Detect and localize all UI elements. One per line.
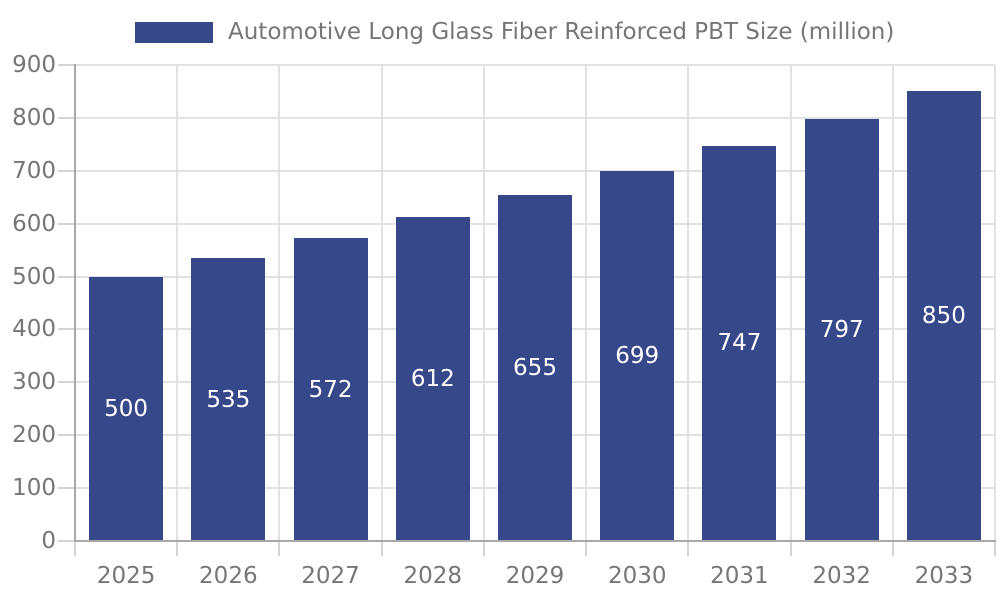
bar: [804, 119, 879, 541]
y-tick-label: 600: [12, 210, 56, 237]
x-tick-label: 2032: [812, 563, 871, 589]
y-tick-mark: [58, 487, 75, 490]
x-tick-label: 2030: [607, 563, 667, 589]
bar: [498, 194, 572, 541]
y-tick-mark: [58, 169, 75, 172]
y-tick-mark: [58, 434, 75, 437]
y-tick-mark: [58, 64, 75, 66]
x-tick-label: 2027: [301, 563, 360, 589]
y-tick-mark: [58, 328, 75, 331]
v-gridline: [994, 65, 996, 541]
h-gridline: [75, 116, 995, 119]
y-tick-label: 200: [12, 422, 56, 449]
x-axis-line: [74, 540, 996, 542]
bar-value-label: 850: [921, 303, 966, 330]
x-tick-mark: [994, 541, 996, 556]
bar: [191, 258, 266, 541]
h-gridline: [75, 64, 995, 66]
bar-value-label: 699: [615, 343, 660, 370]
x-tick-mark: [585, 541, 588, 556]
legend-label: Automotive Long Glass Fiber Reinforced P…: [228, 19, 895, 45]
bar-value-label: 747: [717, 330, 762, 357]
legend: Automotive Long Glass Fiber Reinforced P…: [0, 0, 1000, 55]
y-tick-label: 400: [12, 316, 56, 343]
x-tick-mark: [891, 541, 894, 556]
y-tick-label: 100: [12, 475, 56, 502]
y-tick-label: 500: [12, 263, 56, 290]
y-tick-label: 0: [41, 528, 56, 554]
bar-value-label: 535: [206, 386, 251, 413]
v-gridline: [176, 65, 179, 541]
y-tick-mark: [58, 275, 75, 278]
bar: [702, 145, 777, 541]
x-tick-mark: [380, 541, 383, 556]
x-tick-mark: [482, 541, 485, 556]
v-gridline: [585, 65, 588, 541]
x-tick-mark: [789, 541, 792, 556]
y-tick-mark: [58, 540, 75, 542]
y-tick-mark: [58, 222, 75, 225]
v-gridline: [380, 65, 383, 541]
x-tick-label: 2031: [710, 563, 769, 589]
bar: [395, 217, 470, 541]
x-tick-mark: [687, 541, 690, 556]
bar: [293, 238, 368, 541]
bar-value-label: 797: [819, 317, 864, 344]
x-tick-label: 2033: [914, 563, 974, 589]
y-tick-label: 800: [12, 104, 56, 131]
x-tick-mark: [278, 541, 281, 556]
x-tick-label: 2025: [96, 563, 156, 589]
bar-value-label: 612: [410, 366, 455, 393]
bar-value-label: 572: [308, 376, 353, 403]
bar: [89, 276, 164, 541]
y-tick-mark: [58, 381, 75, 384]
bar: [906, 91, 981, 541]
y-tick-label: 300: [12, 369, 56, 396]
x-tick-label: 2026: [199, 563, 258, 589]
h-gridline: [75, 169, 995, 172]
x-tick-mark: [74, 541, 76, 556]
v-gridline: [687, 65, 690, 541]
x-tick-label: 2028: [403, 563, 463, 589]
y-axis-line: [74, 64, 76, 541]
v-gridline: [891, 65, 894, 541]
bar-value-label: 500: [104, 395, 149, 422]
y-tick-label: 900: [12, 52, 56, 78]
v-gridline: [789, 65, 792, 541]
x-tick-label: 2029: [505, 563, 565, 589]
bar-value-label: 655: [513, 354, 557, 381]
y-tick-label: 700: [12, 157, 56, 184]
legend-swatch: [135, 22, 213, 43]
x-tick-mark: [176, 541, 179, 556]
v-gridline: [278, 65, 281, 541]
y-tick-mark: [58, 116, 75, 119]
v-gridline: [482, 65, 485, 541]
bar: [600, 171, 675, 541]
